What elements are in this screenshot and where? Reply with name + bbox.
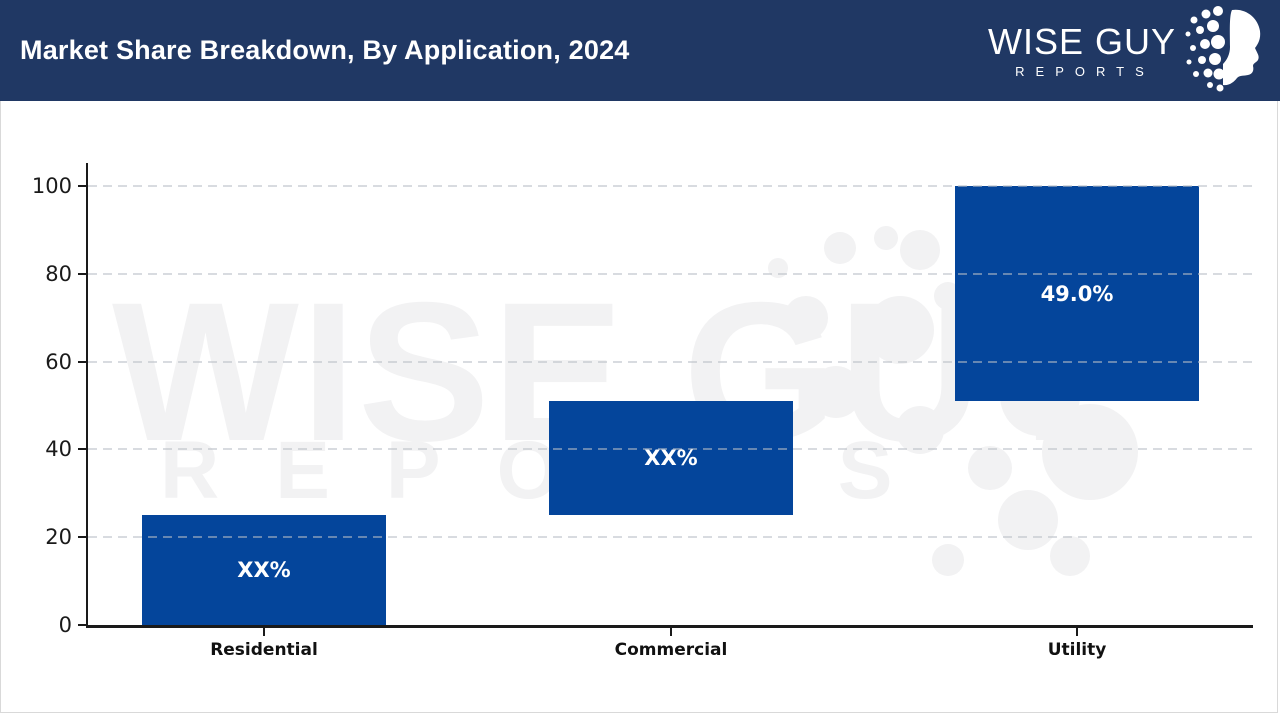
watermark-dot xyxy=(1042,404,1138,500)
gridline-60 xyxy=(88,360,1253,363)
gridline-80 xyxy=(88,272,1253,275)
bar-label-utility: 49.0% xyxy=(1040,281,1114,306)
dotted-head-icon xyxy=(1180,4,1266,98)
bar-label-commercial: XX% xyxy=(644,446,698,471)
watermark-dot xyxy=(874,226,898,250)
y-tick-label-80: 80 xyxy=(45,261,72,286)
y-tick-80 xyxy=(78,272,88,275)
gridline-100 xyxy=(88,185,1253,187)
gridline-40 xyxy=(88,448,1253,451)
y-tick-40 xyxy=(78,448,88,451)
y-tick-label-100: 100 xyxy=(31,174,72,198)
y-tick-label-20: 20 xyxy=(45,525,72,550)
watermark-dot xyxy=(824,232,856,264)
watermark-dot xyxy=(932,544,964,576)
x-tick-utility xyxy=(1076,628,1078,636)
watermark-dot xyxy=(896,406,944,454)
chart-title: Market Share Breakdown, By Application, … xyxy=(20,35,630,65)
brand-logo: WISE GUY REPORTS xyxy=(988,4,1266,98)
brand-name: WISE GUY xyxy=(987,20,1176,62)
y-axis-line xyxy=(86,163,88,628)
x-tick-residential xyxy=(263,628,265,636)
x-axis-line xyxy=(86,625,1253,628)
y-tick-20 xyxy=(78,536,88,539)
brand-logo-text: WISE GUY REPORTS xyxy=(987,20,1176,79)
y-tick-100 xyxy=(78,185,88,187)
y-tick-label-40: 40 xyxy=(45,437,72,462)
bar-residential xyxy=(142,515,386,625)
bar-label-residential: XX% xyxy=(237,558,291,583)
bar-utility xyxy=(955,186,1199,402)
watermark-dot xyxy=(968,446,1012,490)
y-tick-label-0: 0 xyxy=(58,613,72,637)
y-tick-60 xyxy=(78,360,88,363)
y-tick-label-60: 60 xyxy=(45,349,72,374)
watermark-dot xyxy=(1050,536,1090,576)
x-label-utility: Utility xyxy=(1047,640,1107,660)
watermark-dot xyxy=(784,296,828,340)
brand-subtitle: REPORTS xyxy=(1015,63,1155,79)
watermark-dot xyxy=(900,230,940,270)
x-label-commercial: Commercial xyxy=(614,640,728,660)
x-tick-commercial xyxy=(670,628,672,636)
watermark-dot xyxy=(768,258,788,278)
x-label-residential: Residential xyxy=(210,640,318,660)
gridline-20 xyxy=(88,536,1253,539)
bar-commercial xyxy=(549,401,793,516)
watermark-dot xyxy=(998,490,1058,550)
watermark-dot xyxy=(866,296,934,364)
header-bar: Market Share Breakdown, By Application, … xyxy=(0,0,1280,101)
watermark-dot xyxy=(810,366,862,418)
y-tick-0 xyxy=(78,624,88,626)
